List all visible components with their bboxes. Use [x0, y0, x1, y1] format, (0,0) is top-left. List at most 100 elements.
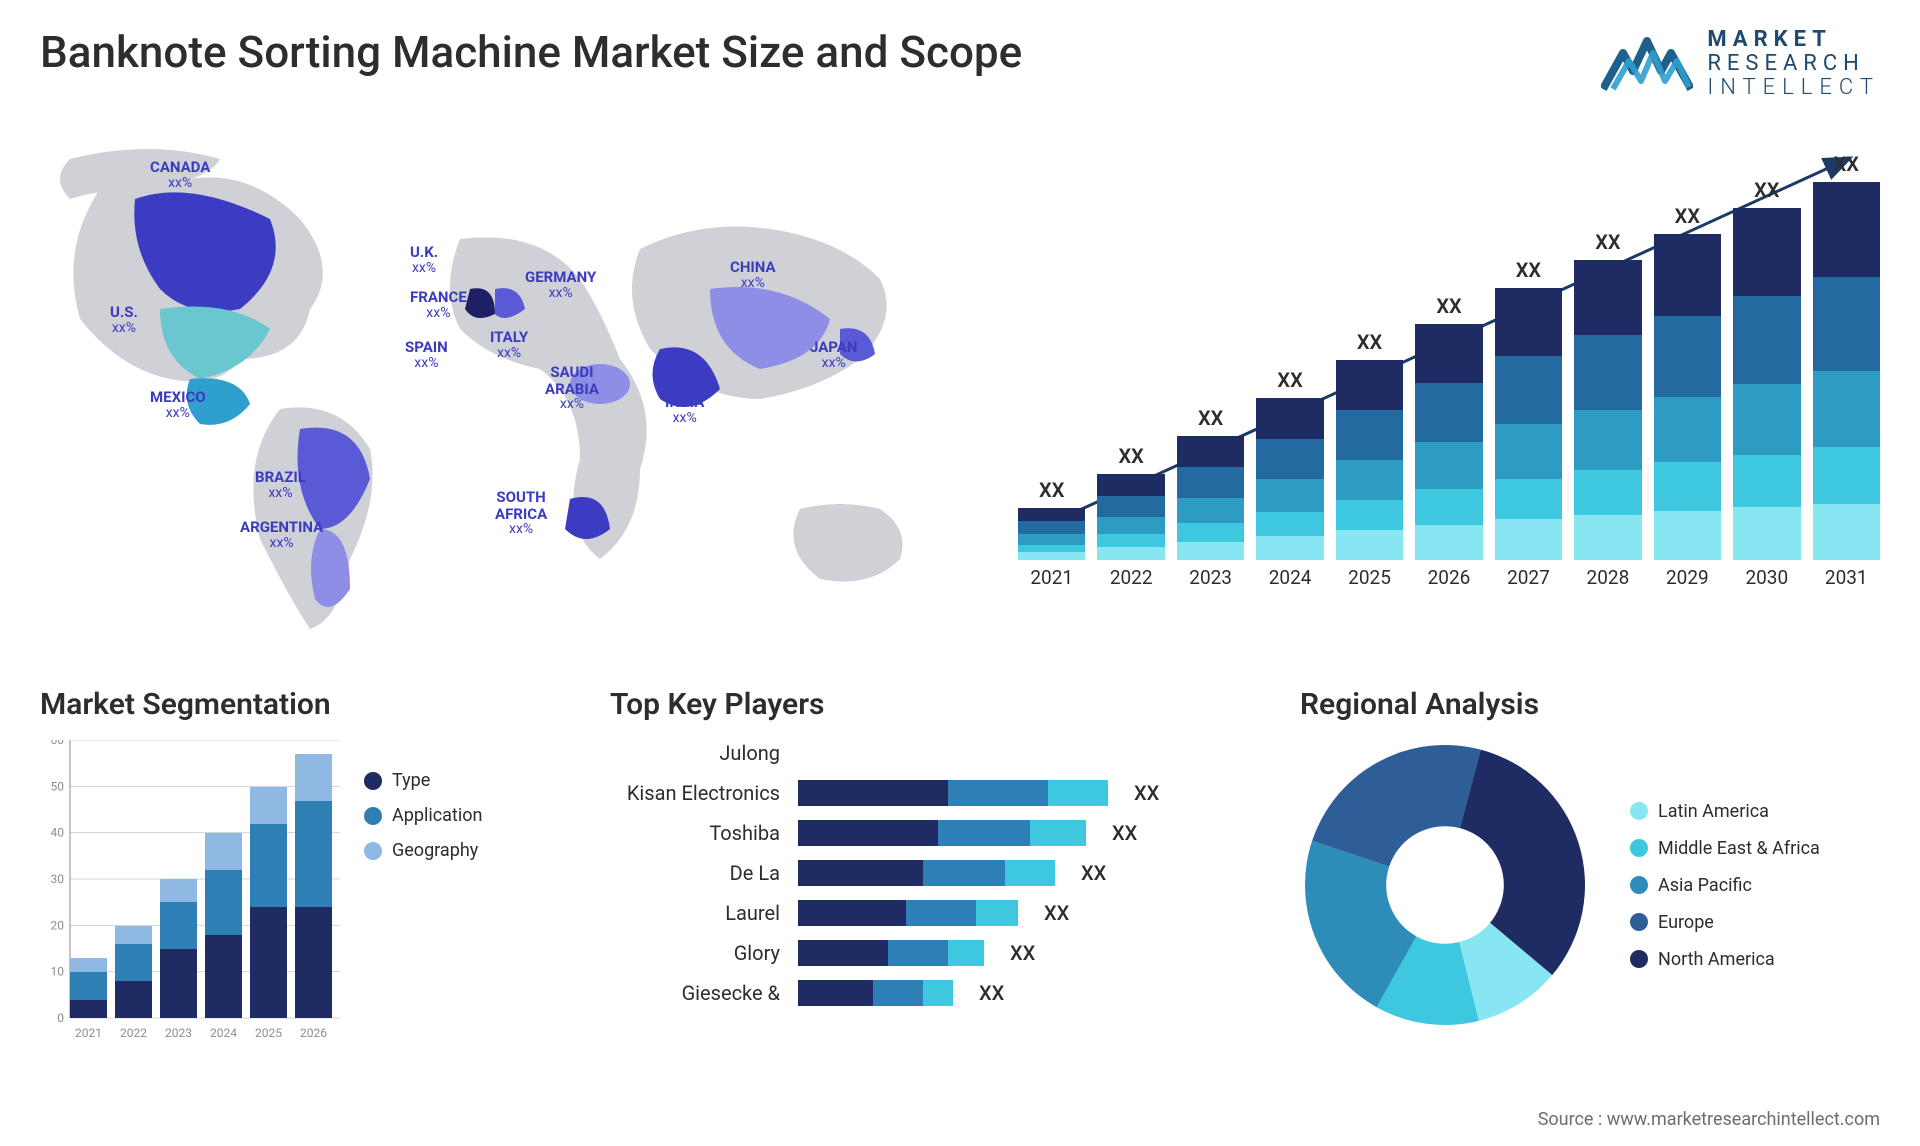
- segmentation-chart: 0102030405060 202120222023202420252026: [40, 740, 340, 1040]
- player-name: Kisan Electronics: [610, 781, 780, 805]
- players-panel: Top Key Players Julong Kisan Electronics X…: [610, 687, 1230, 1040]
- forecast-bar-year: 2024: [1269, 566, 1312, 589]
- regional-panel: Regional Analysis Latin AmericaMiddle Ea…: [1300, 687, 1880, 1040]
- map-country-label: ITALYxx%: [490, 329, 528, 361]
- map-country-label: MEXICOxx%: [150, 389, 206, 421]
- player-name: Laurel: [610, 901, 780, 925]
- forecast-bar-label: XX: [1516, 258, 1541, 282]
- player-row: Giesecke & XX: [610, 980, 1230, 1006]
- map-country-label: SOUTHAFRICAxx%: [495, 489, 547, 537]
- segmentation-year-label: 2025: [250, 1026, 287, 1040]
- map-country-label: ARGENTINAxx%: [240, 519, 323, 551]
- segmentation-bar: [70, 958, 107, 1018]
- forecast-bar-label: XX: [1834, 152, 1859, 176]
- segmentation-bar: [205, 833, 242, 1018]
- segmentation-title: Market Segmentation: [40, 687, 540, 722]
- segmentation-year-label: 2024: [205, 1026, 242, 1040]
- forecast-bar: XX 2030: [1733, 178, 1800, 589]
- forecast-bar-label: XX: [1754, 178, 1779, 202]
- brand-line2: RESEARCH: [1707, 52, 1880, 76]
- player-value: XX: [1134, 781, 1159, 805]
- map-country-label: SPAINxx%: [405, 339, 448, 371]
- forecast-bar: XX2027: [1495, 258, 1562, 589]
- segmentation-legend-item: Type: [364, 770, 482, 791]
- player-name: Glory: [610, 941, 780, 965]
- forecast-bar-year: 2030: [1745, 566, 1788, 589]
- forecast-bar-label: XX: [1277, 368, 1302, 392]
- bottom-row: Market Segmentation 0102030405060 202120…: [40, 687, 1880, 1040]
- brand-text: MARKET RESEARCH INTELLECT: [1707, 28, 1880, 99]
- segmentation-year-label: 2021: [70, 1026, 107, 1040]
- player-bar: [798, 980, 953, 1006]
- forecast-bar-label: XX: [1675, 204, 1700, 228]
- forecast-bar: XX 2029: [1654, 204, 1721, 589]
- player-name: Julong: [610, 741, 780, 765]
- regional-legend-item: North America: [1630, 949, 1820, 970]
- forecast-bar-year: 2021: [1030, 566, 1073, 589]
- player-value: XX: [1081, 861, 1106, 885]
- regional-legend-item: Latin America: [1630, 801, 1820, 822]
- segmentation-bar: [115, 926, 152, 1019]
- forecast-bar-label: XX: [1119, 444, 1144, 468]
- player-value: XX: [1044, 901, 1069, 925]
- forecast-bar-label: XX: [1198, 406, 1223, 430]
- forecast-bar: XX2026: [1415, 294, 1482, 589]
- page-title: Banknote Sorting Machine Market Size and…: [40, 28, 1022, 76]
- brand-mark-icon: [1601, 29, 1693, 99]
- player-row: Glory XX: [610, 940, 1230, 966]
- donut-slice: [1312, 745, 1481, 866]
- forecast-bar: XX 2024: [1256, 368, 1323, 589]
- forecast-chart: XX2021XX2022XX2023XX2024XX2025XX2026XX20…: [1018, 129, 1880, 649]
- forecast-bar: XX2025: [1336, 330, 1403, 589]
- player-row: Laurel XX: [610, 900, 1230, 926]
- forecast-bar-year: 2022: [1110, 566, 1153, 589]
- segmentation-bar: [295, 754, 332, 1018]
- forecast-bar: XX 2023: [1177, 406, 1244, 589]
- segmentation-year-label: 2022: [115, 1026, 152, 1040]
- segmentation-bar: [160, 879, 197, 1018]
- map-country-label: U.S.xx%: [110, 304, 138, 336]
- header: Banknote Sorting Machine Market Size and…: [40, 28, 1880, 99]
- player-value: XX: [979, 981, 1004, 1005]
- regional-legend-item: Asia Pacific: [1630, 875, 1820, 896]
- forecast-bar-label: XX: [1436, 294, 1461, 318]
- world-map: CANADAxx%U.S.xx%MEXICOxx%U.K.xx%FRANCExx…: [40, 129, 980, 649]
- segmentation-legend-item: Application: [364, 805, 482, 826]
- player-bar: [798, 860, 1055, 886]
- regional-legend-item: Europe: [1630, 912, 1820, 933]
- segmentation-bar: [250, 787, 287, 1019]
- player-row: Kisan Electronics XX: [610, 780, 1230, 806]
- player-name: De La: [610, 861, 780, 885]
- top-row: CANADAxx%U.S.xx%MEXICOxx%U.K.xx%FRANCExx…: [40, 129, 1880, 649]
- forecast-bar: XX 2022: [1097, 444, 1164, 589]
- brand-line1: MARKET: [1707, 28, 1880, 52]
- segmentation-year-label: 2023: [160, 1026, 197, 1040]
- regional-legend-item: Middle East & Africa: [1630, 838, 1820, 859]
- player-row: Julong: [610, 740, 1230, 766]
- players-title: Top Key Players: [610, 687, 1230, 722]
- map-country-label: INDIAxx%: [665, 394, 704, 426]
- forecast-bar: XX2028: [1574, 230, 1641, 589]
- player-value: XX: [1010, 941, 1035, 965]
- forecast-bar: XX 2021: [1018, 478, 1085, 589]
- forecast-bar: XX 2031: [1813, 152, 1880, 589]
- forecast-bar-year: 2023: [1189, 566, 1232, 589]
- player-bar: [798, 940, 984, 966]
- brand-line3: INTELLECT: [1707, 76, 1880, 100]
- segmentation-year-label: 2026: [295, 1026, 332, 1040]
- segmentation-legend-item: Geography: [364, 840, 482, 861]
- player-bar: [798, 780, 1108, 806]
- forecast-bar-year: 2029: [1666, 566, 1709, 589]
- map-country-label: FRANCExx%: [410, 289, 467, 321]
- brand-logo: MARKET RESEARCH INTELLECT: [1601, 28, 1880, 99]
- player-row: De La XX: [610, 860, 1230, 886]
- regional-legend: Latin America Middle East & Africa Asia Pa…: [1630, 801, 1820, 970]
- segmentation-panel: Market Segmentation 0102030405060 202120…: [40, 687, 540, 1040]
- source-text: Source : www.marketresearchintellect.com: [1538, 1109, 1880, 1130]
- map-country-label: SAUDIARABIAxx%: [545, 364, 599, 412]
- forecast-bar-year: 2031: [1825, 566, 1868, 589]
- player-name: Giesecke &: [610, 981, 780, 1005]
- map-country-label: U.K.xx%: [410, 244, 438, 276]
- forecast-bar-year: 2028: [1587, 566, 1630, 589]
- forecast-bar-label: XX: [1039, 478, 1064, 502]
